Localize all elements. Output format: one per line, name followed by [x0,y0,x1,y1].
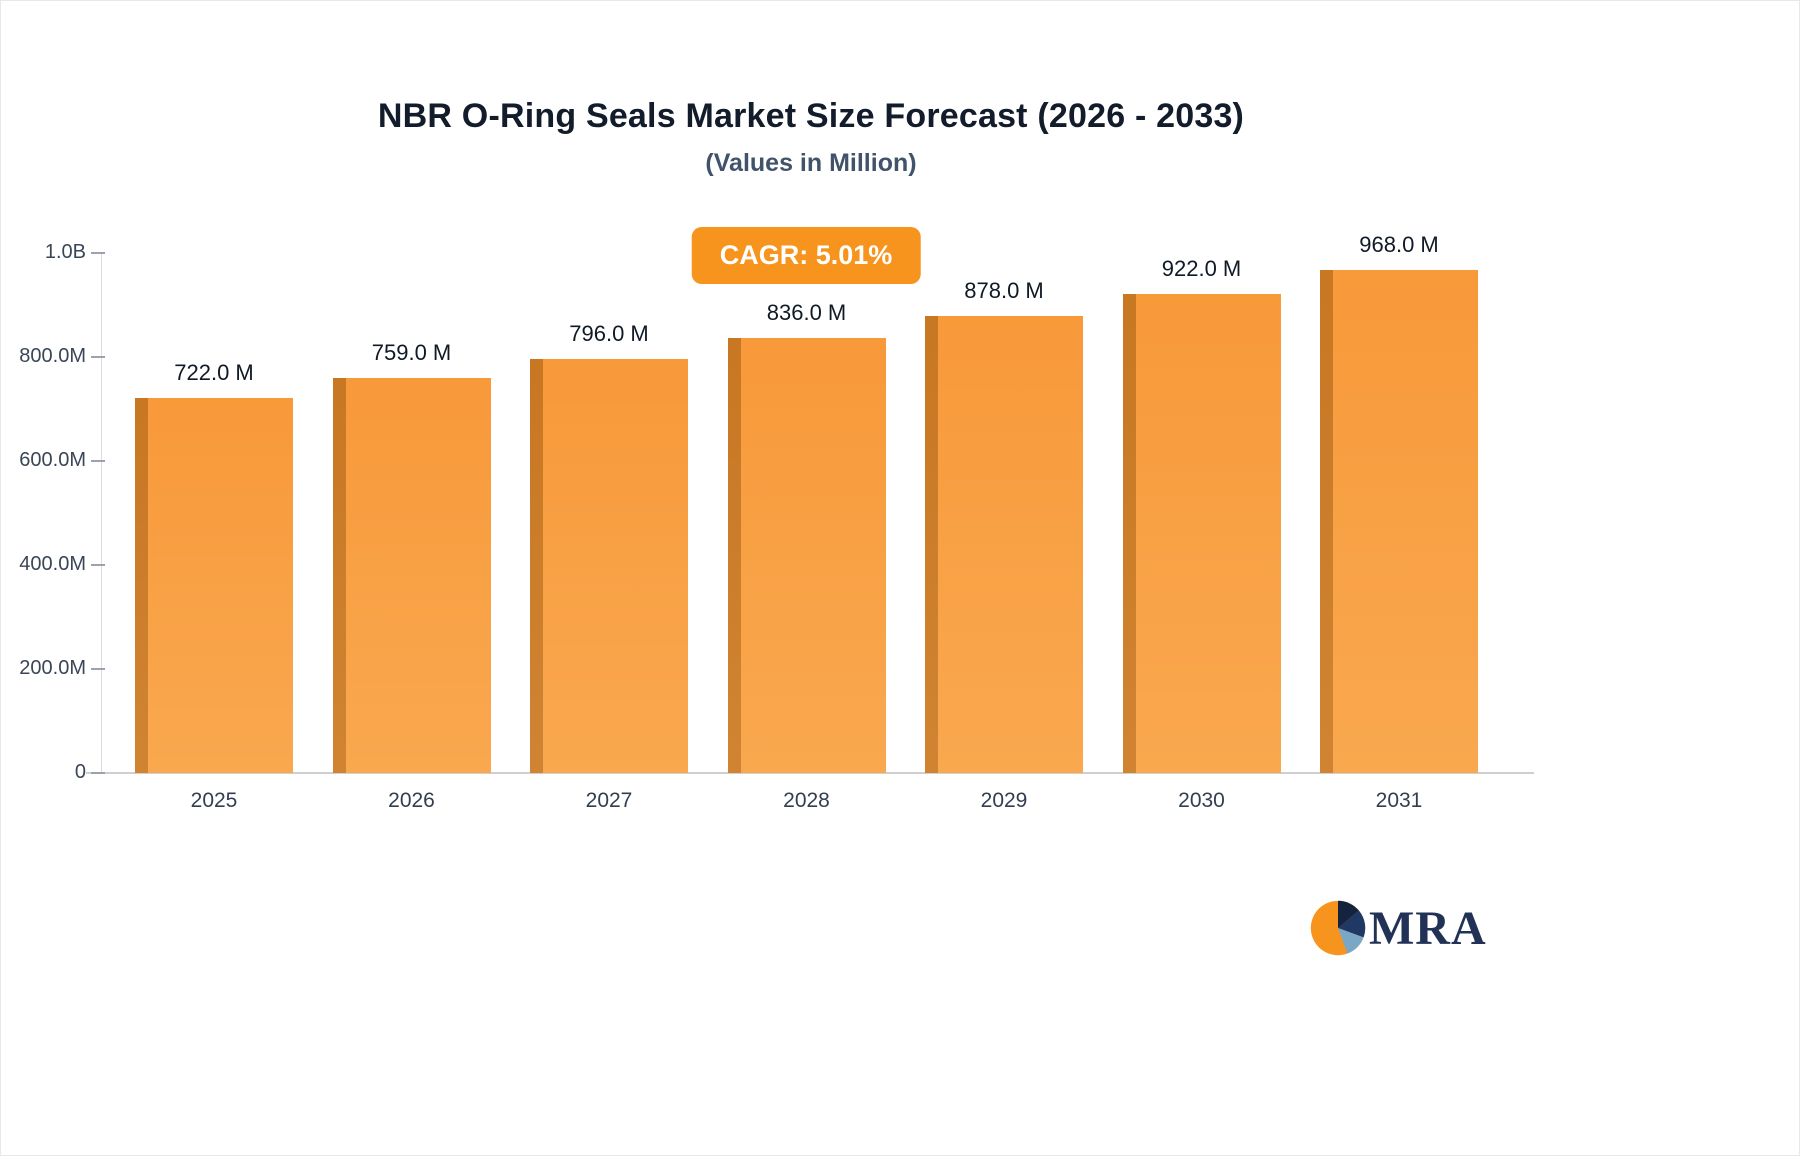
y-axis-tick-label: 600.0M [19,449,86,471]
bar-value-label: 878.0 M [964,278,1044,304]
pie-chart-icon [1310,900,1366,956]
x-axis-tick-label: 2031 [1375,789,1423,812]
y-axis-tick-label: 400.0M [19,553,86,575]
y-axis-tick-label: 1.0B [44,241,86,263]
bar [925,316,1083,773]
bar [727,338,886,773]
y-axis-tick-label: 200.0M [19,657,86,679]
x-axis-tick-label: 2029 [980,789,1028,812]
bar-value-label: 922.0 M [1161,255,1242,281]
x-axis-tick-label: 2025 [190,789,238,812]
y-axis-tick-mark [91,668,105,670]
bar-value-label: 722.0 M [174,359,254,385]
y-axis-tick-mark [91,356,105,358]
x-axis-tick-label: 2028 [783,789,830,812]
bar-edge [925,316,938,773]
bar-value-label: 796.0 M [569,321,649,347]
chart-subtitle: (Values in Million) [705,149,917,177]
mra-logo-text: MRA [1369,901,1487,955]
bar [1122,293,1281,773]
x-axis-line [86,772,1534,774]
bar [332,378,491,773]
y-axis-tick-mark [91,460,105,462]
x-axis-tick-label: 2026 [388,789,435,812]
y-axis-tick-label: 0 [74,761,86,783]
y-axis-tick-mark [91,772,105,774]
bar [135,397,293,773]
bar-value-label: 836.0 M [766,300,847,326]
x-axis-tick-label: 2030 [1178,789,1225,812]
bar-value-label: 759.0 M [371,340,452,366]
y-axis-tick-mark [91,564,105,566]
bar [530,359,688,773]
y-axis-tick-label: 800.0M [19,345,86,367]
bar-edge [727,338,741,773]
bar [1320,269,1478,773]
bar-edge [1320,269,1333,773]
bar-value-label: 968.0 M [1359,231,1439,257]
bar-edge [1122,293,1136,773]
y-axis-tick-mark [91,252,105,254]
chart-title: NBR O-Ring Seals Market Size Forecast (2… [377,97,1245,135]
bar-edge [530,359,543,773]
y-axis-line [101,253,102,773]
mra-logo: MRA [1309,899,1487,957]
x-axis-tick-label: 2027 [585,789,633,812]
cagr-badge: CAGR: 5.01% [691,227,921,284]
bar-edge [332,378,346,773]
bar-edge [135,397,148,773]
